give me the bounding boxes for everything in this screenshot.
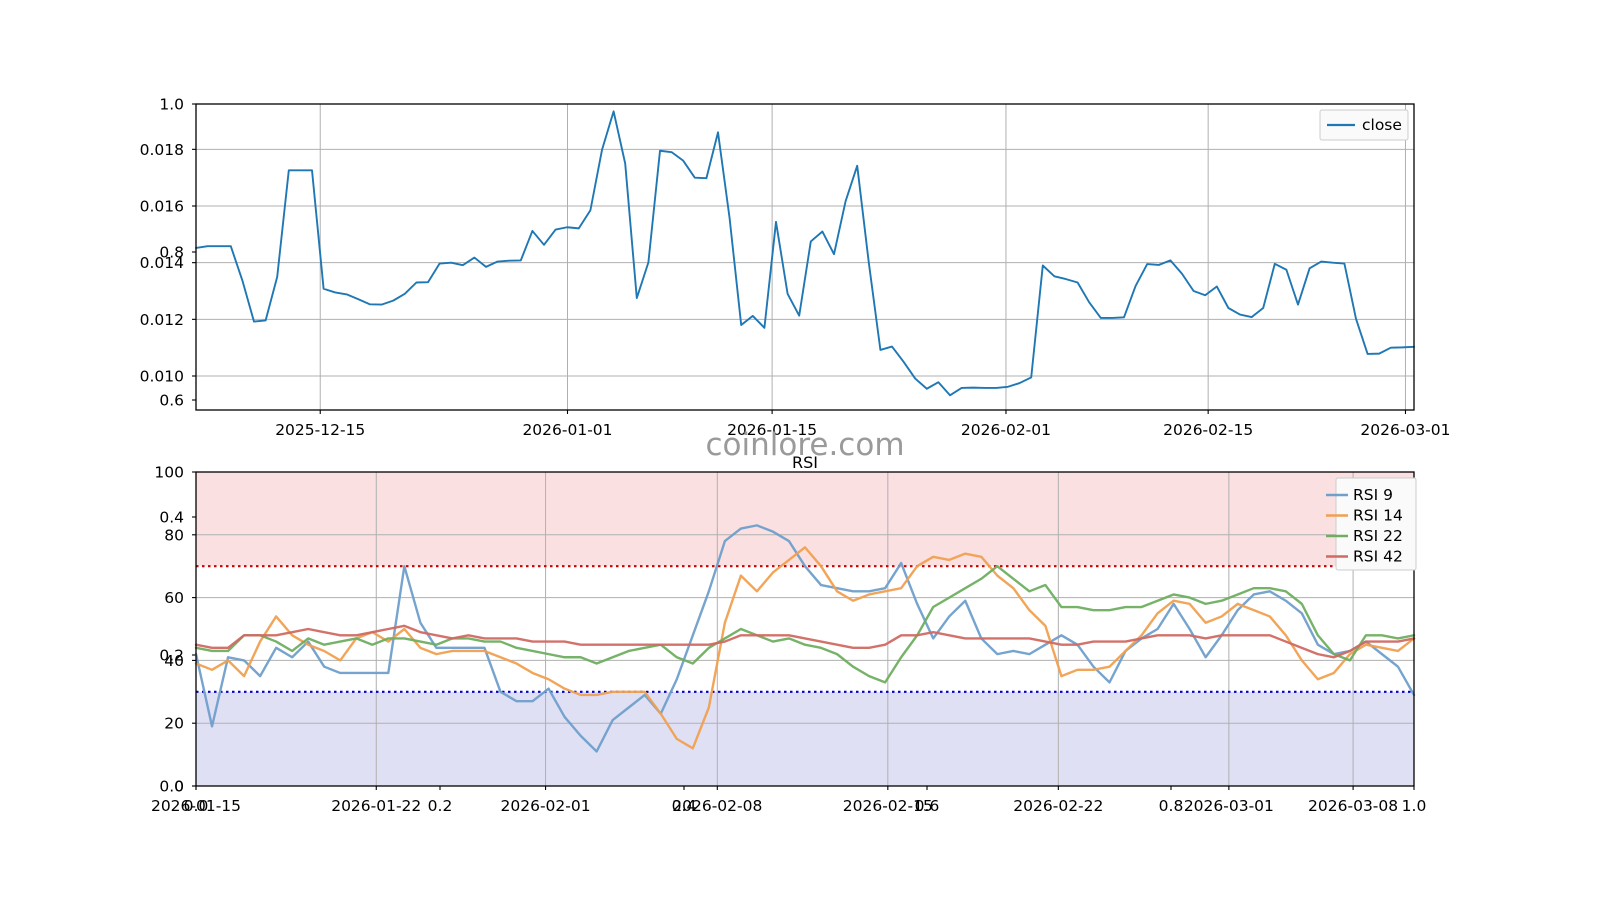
rsi-xtick-label: 2026-02-15	[843, 797, 933, 815]
rsi-ytick-label: 40	[164, 652, 184, 670]
rsi-xtick-norm-label: 1.0	[1402, 797, 1427, 815]
rsi-ytick-label: 80	[164, 526, 184, 544]
rsi-xtick-label: 2026-03-08	[1308, 797, 1398, 815]
rsi-ytick-norm-label: 0.0	[159, 778, 184, 796]
price-ytick-norm-label: 0.6	[159, 392, 184, 410]
rsi-ytick-norm-label: 0.2	[159, 647, 184, 665]
rsi-panel: 0 20 40 60 80 100 0.0 0.2 0.4 2026-01-15 2026-01-2…	[151, 464, 1426, 816]
price-xtick-label: 2026-02-15	[1163, 421, 1253, 439]
price-panel: 0.010 0.012 0.014 0.016 0.018 0.6 0.8 1.0 2025-1…	[140, 96, 1451, 440]
price-legend-label-close: close	[1362, 116, 1402, 134]
rsi-xtick-norm-label: 0.6	[915, 797, 940, 815]
price-ytick-label: 0.014	[140, 254, 184, 272]
watermark-text: coinlore.com	[705, 427, 904, 463]
price-ytick-label: 0.018	[140, 141, 184, 159]
rsi-series-line-rsi-22	[194, 565, 1416, 684]
price-xtick-label: 2026-01-15	[727, 421, 817, 439]
rsi-xtick-norm-label: 0.2	[428, 797, 453, 815]
rsi-series-line-rsi-14	[194, 546, 1416, 750]
price-xtick-label: 2025-12-15	[275, 421, 365, 439]
rsi-xtick-norm-label: 0.4	[672, 797, 697, 815]
rsi-legend-label-rsi-9: RSI 9	[1353, 486, 1393, 504]
rsi-xtick-norm-label: 0.8	[1159, 797, 1184, 815]
rsi-series-line-rsi-42	[194, 624, 1416, 659]
rsi-xtick-label: 2026-02-01	[501, 797, 591, 815]
rsi-legend[interactable]: RSI 9 RSI 14 RSI 22 RSI 42	[1326, 477, 1417, 571]
rsi-series-line-rsi-9	[194, 524, 1416, 753]
rsi-xtick-label: 2026-01-15	[151, 797, 241, 815]
rsi-xtick-label: 2026-02-08	[672, 797, 762, 815]
price-legend[interactable]: close	[1319, 109, 1409, 141]
rsi-panel-title: RSI	[792, 453, 818, 472]
price-ytick-norm-label: 0.8	[159, 244, 184, 262]
price-close-line	[195, 110, 1415, 397]
rsi-overbought-band	[196, 472, 1414, 567]
price-plot-frame	[195, 103, 1415, 411]
rsi-legend-box	[1335, 477, 1417, 571]
rsi-xtick-norm-label: 0.0	[184, 797, 209, 815]
rsi-xtick-label: 2026-02-22	[1013, 797, 1103, 815]
rsi-ytick-label: 0	[174, 778, 184, 796]
rsi-ytick-label: 60	[164, 589, 184, 607]
price-ytick-label: 0.016	[140, 198, 184, 216]
price-xtick-label: 2026-01-01	[522, 421, 612, 439]
price-ytick-label: 0.012	[140, 311, 184, 329]
price-plot-background	[196, 104, 1414, 410]
price-xtick-label: 2026-02-01	[961, 421, 1051, 439]
rsi-ytick-label: 100	[154, 464, 184, 482]
rsi-xtick-label: 2026-03-01	[1184, 797, 1274, 815]
price-ytick-label: 0.010	[140, 368, 184, 386]
rsi-legend-label-rsi-42: RSI 42	[1353, 548, 1403, 566]
rsi-plot-frame	[195, 471, 1415, 787]
price-legend-box	[1319, 109, 1409, 141]
rsi-xtick-label: 2026-01-22	[331, 797, 421, 815]
rsi-ytick-label: 20	[164, 715, 184, 733]
rsi-oversold-band	[196, 691, 1414, 786]
rsi-legend-label-rsi-14: RSI 14	[1353, 507, 1403, 525]
price-xtick-label: 2026-03-01	[1360, 421, 1450, 439]
rsi-legend-label-rsi-22: RSI 22	[1353, 527, 1403, 545]
price-ytick-norm-label: 1.0	[159, 96, 184, 114]
rsi-ytick-norm-label: 0.4	[159, 509, 184, 527]
